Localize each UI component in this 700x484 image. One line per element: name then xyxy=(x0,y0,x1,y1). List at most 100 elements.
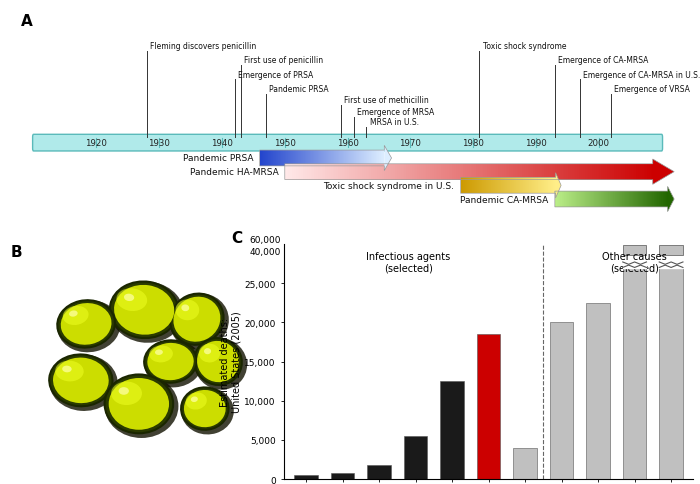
Polygon shape xyxy=(594,165,596,180)
Polygon shape xyxy=(552,165,554,180)
Polygon shape xyxy=(397,165,399,180)
Polygon shape xyxy=(544,165,546,180)
Polygon shape xyxy=(550,165,552,180)
Ellipse shape xyxy=(194,338,241,385)
Polygon shape xyxy=(491,165,493,180)
Polygon shape xyxy=(421,165,423,180)
Text: Pandemic HA-MRSA: Pandemic HA-MRSA xyxy=(190,168,279,177)
Polygon shape xyxy=(458,165,460,180)
Polygon shape xyxy=(625,165,627,180)
Polygon shape xyxy=(408,165,410,180)
Ellipse shape xyxy=(108,378,169,430)
Polygon shape xyxy=(320,165,321,180)
Polygon shape xyxy=(631,165,633,180)
Polygon shape xyxy=(599,165,601,180)
Polygon shape xyxy=(316,165,318,180)
Text: Emergence of CA-MRSA: Emergence of CA-MRSA xyxy=(558,56,648,65)
Polygon shape xyxy=(365,165,368,180)
Polygon shape xyxy=(307,165,309,180)
Polygon shape xyxy=(370,165,371,180)
Polygon shape xyxy=(588,165,590,180)
Ellipse shape xyxy=(62,366,71,373)
Polygon shape xyxy=(616,165,618,180)
Polygon shape xyxy=(478,165,480,180)
Polygon shape xyxy=(426,165,428,180)
Text: B: B xyxy=(10,244,22,259)
Polygon shape xyxy=(415,165,417,180)
Polygon shape xyxy=(391,165,393,180)
Ellipse shape xyxy=(49,355,113,407)
Polygon shape xyxy=(390,165,391,180)
Ellipse shape xyxy=(144,341,202,388)
Polygon shape xyxy=(395,165,397,180)
Polygon shape xyxy=(529,165,531,180)
Polygon shape xyxy=(373,165,375,180)
Text: 40,000: 40,000 xyxy=(249,248,281,257)
Polygon shape xyxy=(487,165,489,180)
Polygon shape xyxy=(542,165,544,180)
Polygon shape xyxy=(498,165,500,180)
Polygon shape xyxy=(300,165,301,180)
Ellipse shape xyxy=(149,346,173,363)
Polygon shape xyxy=(290,165,292,180)
Ellipse shape xyxy=(194,338,247,390)
Polygon shape xyxy=(386,165,388,180)
Polygon shape xyxy=(473,165,475,180)
Polygon shape xyxy=(513,165,514,180)
Ellipse shape xyxy=(191,397,198,402)
Polygon shape xyxy=(326,165,327,180)
Polygon shape xyxy=(476,165,478,180)
Bar xyxy=(623,264,647,479)
Text: 60,000: 60,000 xyxy=(249,235,281,244)
Ellipse shape xyxy=(176,300,199,320)
Polygon shape xyxy=(412,165,414,180)
Polygon shape xyxy=(592,165,594,180)
Text: MRSA in U.S.: MRSA in U.S. xyxy=(370,118,419,127)
Polygon shape xyxy=(332,165,335,180)
Text: Pandemic PRSA: Pandemic PRSA xyxy=(183,154,253,163)
Ellipse shape xyxy=(110,282,183,343)
Polygon shape xyxy=(327,165,329,180)
Polygon shape xyxy=(368,165,370,180)
Polygon shape xyxy=(484,165,485,180)
Ellipse shape xyxy=(63,306,89,325)
Polygon shape xyxy=(554,165,555,180)
Polygon shape xyxy=(475,165,476,180)
Polygon shape xyxy=(668,187,674,212)
Polygon shape xyxy=(349,165,351,180)
Polygon shape xyxy=(456,165,458,180)
Polygon shape xyxy=(375,165,377,180)
Bar xyxy=(477,334,500,479)
Ellipse shape xyxy=(181,388,228,430)
Polygon shape xyxy=(555,165,557,180)
Text: 1950: 1950 xyxy=(274,139,295,148)
Polygon shape xyxy=(519,165,520,180)
Bar xyxy=(586,303,610,479)
Ellipse shape xyxy=(61,303,111,345)
Ellipse shape xyxy=(186,393,206,410)
Polygon shape xyxy=(608,165,610,180)
Polygon shape xyxy=(568,165,570,180)
Polygon shape xyxy=(410,165,412,180)
Polygon shape xyxy=(642,165,643,180)
Polygon shape xyxy=(371,165,373,180)
Polygon shape xyxy=(505,165,508,180)
Polygon shape xyxy=(528,165,529,180)
Polygon shape xyxy=(581,165,583,180)
Polygon shape xyxy=(449,165,450,180)
Polygon shape xyxy=(566,165,568,180)
Ellipse shape xyxy=(184,390,225,427)
Text: C: C xyxy=(231,230,242,245)
Text: Fleming discovers penicillin: Fleming discovers penicillin xyxy=(150,42,256,51)
Polygon shape xyxy=(312,165,314,180)
Polygon shape xyxy=(601,165,603,180)
Polygon shape xyxy=(570,165,572,180)
Polygon shape xyxy=(508,165,509,180)
Polygon shape xyxy=(583,165,584,180)
Polygon shape xyxy=(496,165,498,180)
Ellipse shape xyxy=(118,387,129,395)
Polygon shape xyxy=(355,165,356,180)
Polygon shape xyxy=(579,165,581,180)
Polygon shape xyxy=(470,165,473,180)
Ellipse shape xyxy=(170,294,223,345)
